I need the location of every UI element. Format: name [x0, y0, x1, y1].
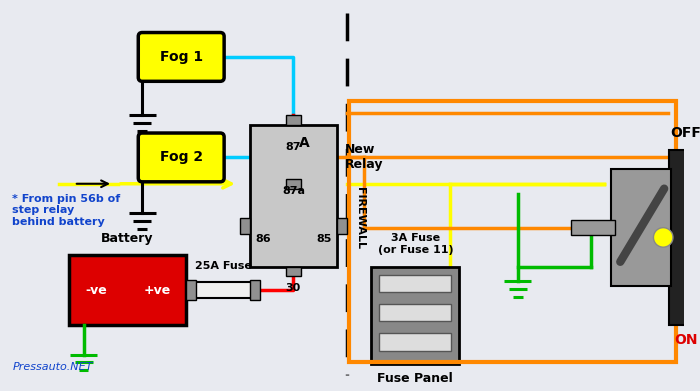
Bar [669, 150, 700, 325]
Bar [571, 220, 615, 235]
Text: 86: 86 [256, 234, 271, 244]
Bar [239, 218, 249, 233]
Text: New
Relay: New Relay [345, 143, 384, 171]
Bar [249, 125, 337, 267]
Text: ON: ON [674, 333, 698, 347]
Text: Fog 2: Fog 2 [160, 151, 203, 165]
Bar [379, 333, 452, 351]
Text: -ve: -ve [85, 283, 107, 297]
Bar [194, 282, 253, 298]
Bar [610, 169, 671, 286]
Text: Battery: Battery [102, 232, 154, 245]
Bar [379, 274, 452, 292]
Text: 87a: 87a [282, 186, 305, 196]
Text: 30: 30 [286, 283, 301, 293]
Text: 3A Fuse
(or Fuse 11): 3A Fuse (or Fuse 11) [377, 233, 453, 255]
Text: 25A Fuse: 25A Fuse [195, 260, 251, 271]
Text: Pressauto.NET: Pressauto.NET [13, 362, 93, 372]
Bar [69, 255, 186, 325]
Text: 85: 85 [316, 234, 331, 244]
FancyBboxPatch shape [139, 133, 224, 182]
Bar [337, 218, 347, 233]
Circle shape [653, 228, 673, 247]
Text: 87: 87 [286, 142, 301, 152]
Text: Fog 1: Fog 1 [160, 50, 203, 64]
Text: * From pin 56b of
step relay
behind battery: * From pin 56b of step relay behind batt… [13, 194, 120, 227]
Text: FIREWALL: FIREWALL [355, 187, 365, 249]
Bar [286, 267, 301, 276]
Text: Fuse Panel: Fuse Panel [377, 372, 453, 385]
FancyBboxPatch shape [139, 32, 224, 81]
Text: +ve: +ve [144, 283, 170, 297]
Bar [286, 179, 301, 188]
Bar [186, 280, 196, 300]
Text: OFF: OFF [671, 126, 700, 140]
Bar [286, 115, 301, 125]
Bar [372, 267, 459, 364]
Text: A: A [300, 136, 310, 150]
Bar [379, 304, 452, 321]
Bar [251, 280, 260, 300]
Bar [349, 101, 676, 362]
